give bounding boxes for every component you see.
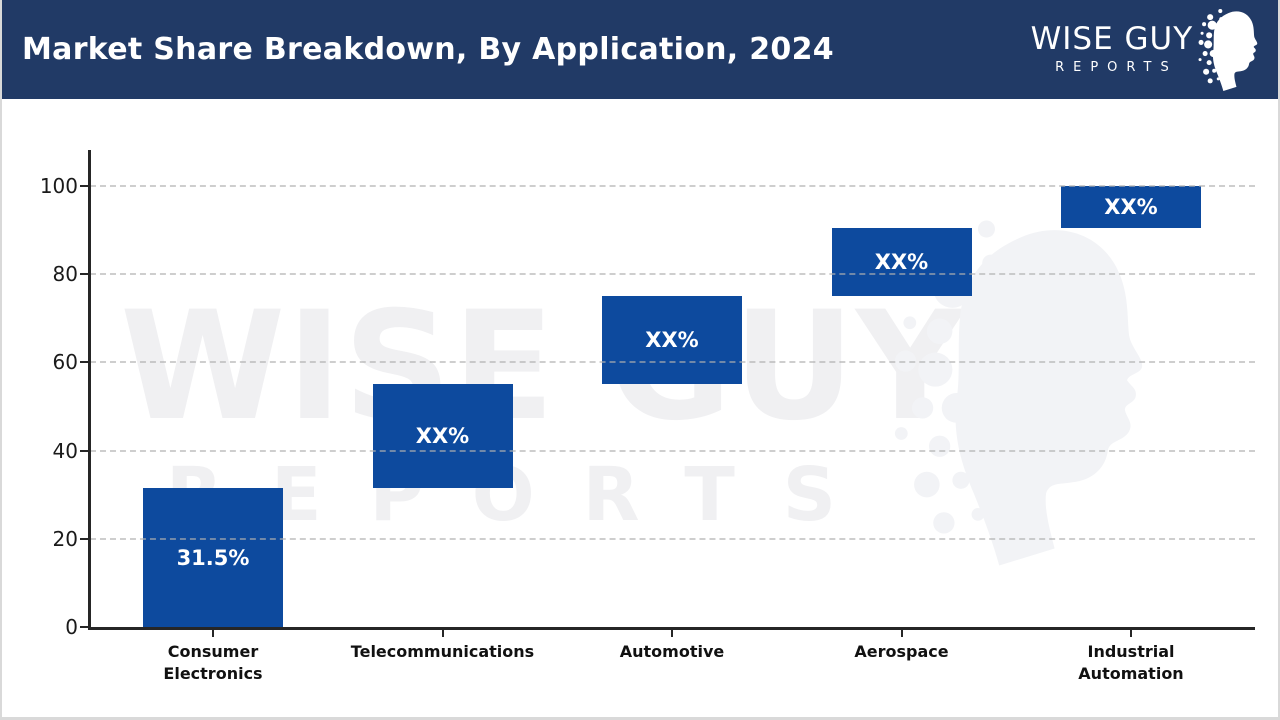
y-tick-mark — [80, 185, 88, 187]
x-tick-label: Consumer Electronics — [163, 642, 263, 683]
y-axis-line — [88, 150, 91, 629]
bar — [372, 384, 513, 489]
x-tick-label: Industrial Automation — [1078, 642, 1184, 683]
grid-line — [90, 449, 1255, 452]
bar-value-label: XX% — [645, 328, 699, 353]
bar — [143, 488, 283, 627]
brand-logo: WISE GUY REPORTS — [1031, 7, 1266, 93]
x-tick-mark — [1130, 629, 1132, 637]
watermark-text: WISE GUY REPORTS — [120, 292, 966, 532]
watermark-line2: REPORTS — [166, 452, 885, 538]
x-tick-label: Aerospace — [854, 642, 949, 661]
x-tick-mark — [671, 629, 673, 637]
logo-wordmark: WISE GUY REPORTS — [1030, 21, 1194, 76]
header: Market Share Breakdown, By Application, … — [2, 0, 1278, 99]
bar-value-label: 31.5% — [176, 545, 250, 570]
x-axis-line — [88, 627, 1255, 630]
page-title: Market Share Breakdown, By Application, … — [22, 32, 834, 67]
y-tick-mark — [80, 273, 88, 276]
y-tick-label: 60 — [52, 350, 78, 375]
grid-line — [90, 361, 1255, 364]
bar-value-label: XX% — [874, 250, 929, 275]
x-tick-mark — [900, 629, 903, 637]
y-tick-mark — [80, 626, 88, 628]
bar — [602, 296, 742, 385]
x-tick-label: Telecommunications — [350, 642, 535, 661]
logo-wordmark-line1: WISE GUY — [1030, 21, 1194, 57]
grid-line — [90, 537, 1255, 540]
y-tick-label: 40 — [52, 438, 78, 463]
x-tick-label: Automotive — [619, 642, 725, 661]
x-tick-mark — [212, 629, 214, 637]
y-tick-label: 80 — [52, 262, 78, 287]
logo-head-icon — [1198, 8, 1258, 91]
y-tick-mark — [80, 537, 88, 540]
y-tick-label: 100 — [39, 174, 78, 198]
y-tick-label: 0 — [65, 615, 78, 639]
y-tick-label: 20 — [52, 526, 78, 551]
y-tick-mark — [80, 361, 88, 364]
x-tick-mark — [441, 629, 444, 637]
watermark-line1: WISE GUY — [120, 280, 966, 454]
grid-line — [90, 185, 1255, 187]
grid-line — [90, 273, 1255, 276]
bar — [831, 227, 972, 297]
logo-wordmark-line2: REPORTS — [1055, 60, 1178, 75]
bar-value-label: XX% — [415, 424, 470, 449]
bar-value-label: XX% — [1104, 194, 1158, 219]
y-tick-mark — [80, 449, 88, 452]
bar — [1061, 186, 1201, 228]
